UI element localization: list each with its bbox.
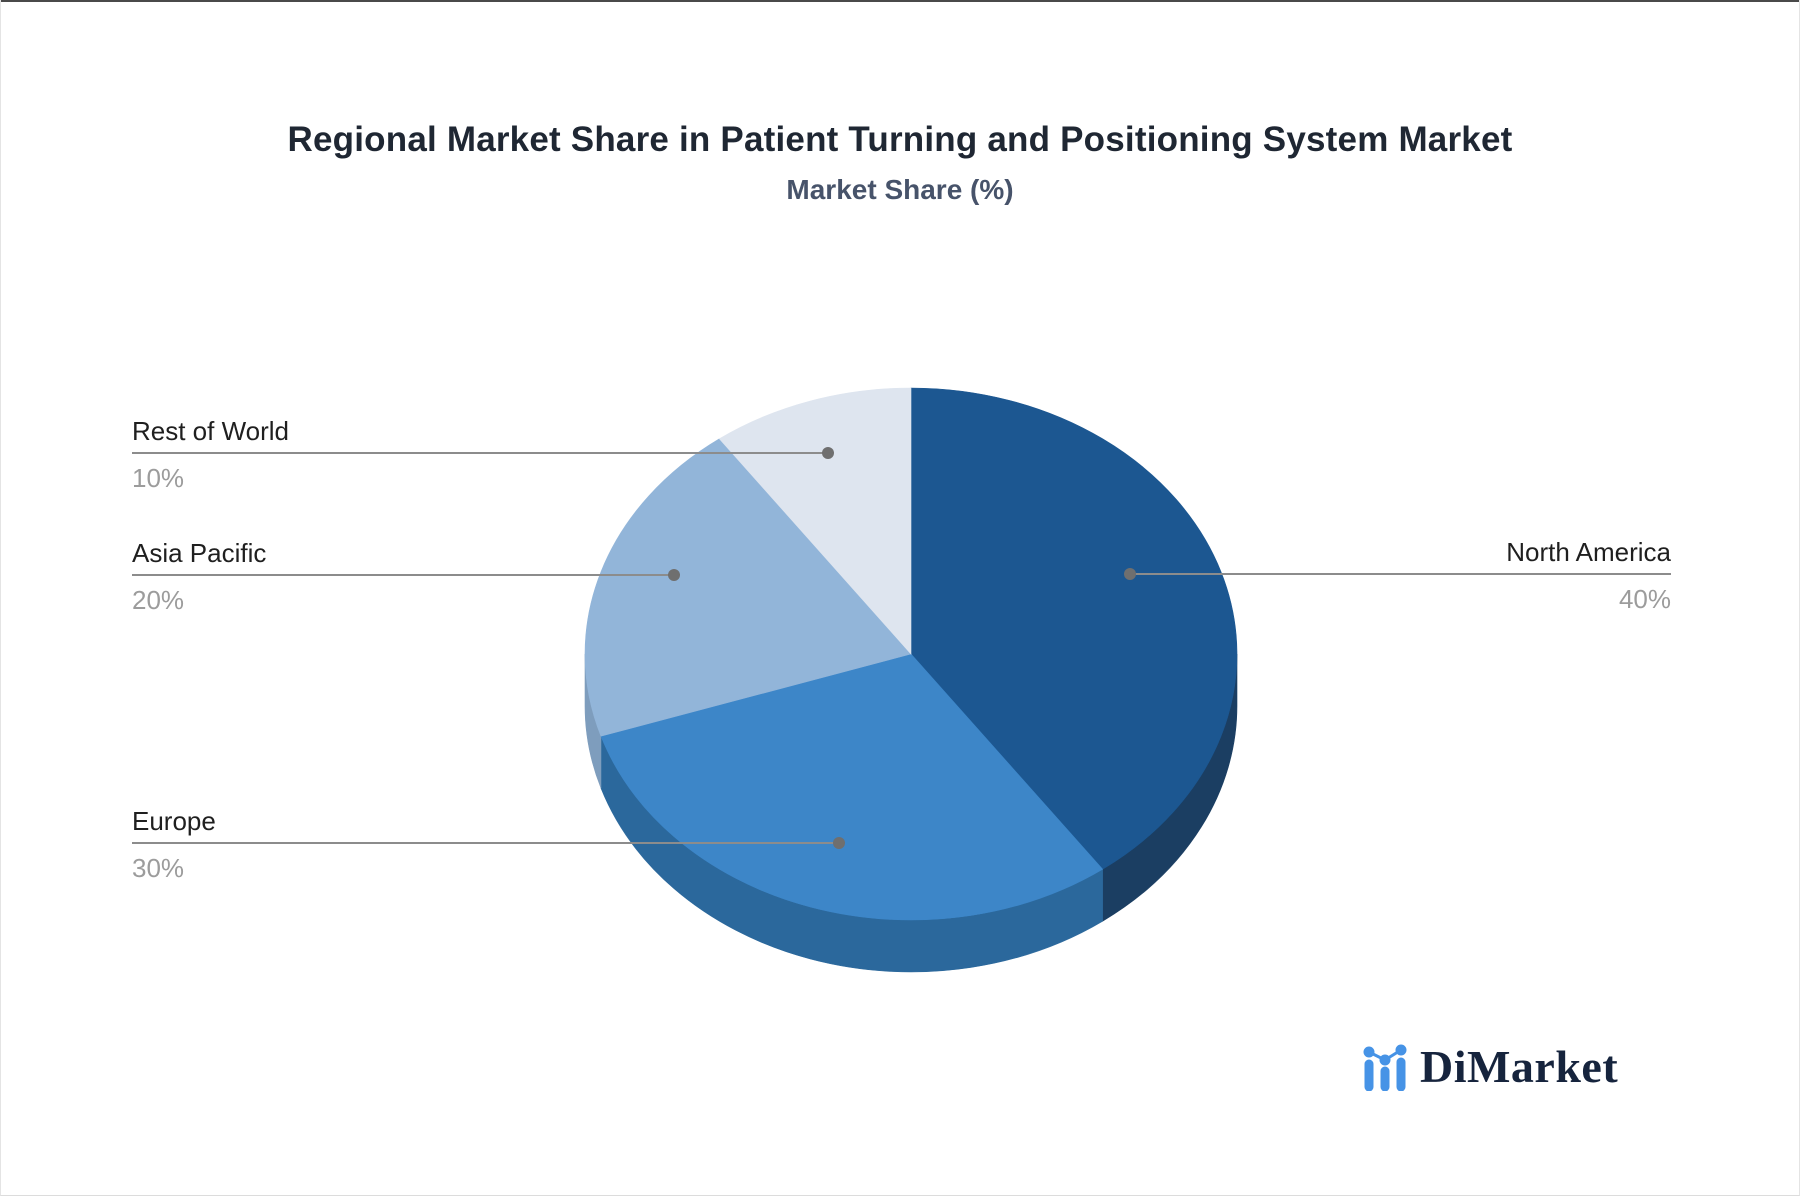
- leader-line: [132, 569, 680, 581]
- slice-percent: 20%: [132, 585, 185, 615]
- slice-label: Europe: [132, 806, 216, 836]
- slice-label: North America: [1506, 537, 1671, 567]
- chart-title: Regional Market Share in Patient Turning…: [287, 120, 1513, 159]
- leader-line: [1124, 568, 1671, 580]
- top-border: [1, 0, 1799, 2]
- callout-europe: Europe 30%: [132, 806, 845, 883]
- brand-logo: DiMarket: [1363, 1040, 1618, 1093]
- logo-text: DiMarket: [1420, 1041, 1619, 1092]
- leader-dot: [833, 837, 845, 849]
- callout-asia-pacific: Asia Pacific 20%: [132, 538, 680, 615]
- callout-north-america: North America 40%: [1124, 537, 1671, 614]
- leader-dot: [822, 447, 834, 459]
- slice-percent: 40%: [1618, 584, 1671, 614]
- bar-line-chart-icon: [1363, 1044, 1407, 1091]
- leader-dot: [668, 569, 680, 581]
- leader-line: [132, 447, 834, 459]
- slice-percent: 30%: [132, 853, 185, 883]
- chart-subtitle: Market Share (%): [786, 174, 1014, 205]
- leader-dot: [1124, 568, 1136, 580]
- slice-label: Rest of World: [132, 416, 290, 446]
- slice-label: Asia Pacific: [132, 538, 267, 568]
- callout-rest-of-world: Rest of World 10%: [132, 416, 834, 493]
- leader-line: [132, 837, 845, 849]
- title-block: Regional Market Share in Patient Turning…: [1, 118, 1799, 210]
- slice-percent: 10%: [132, 463, 185, 493]
